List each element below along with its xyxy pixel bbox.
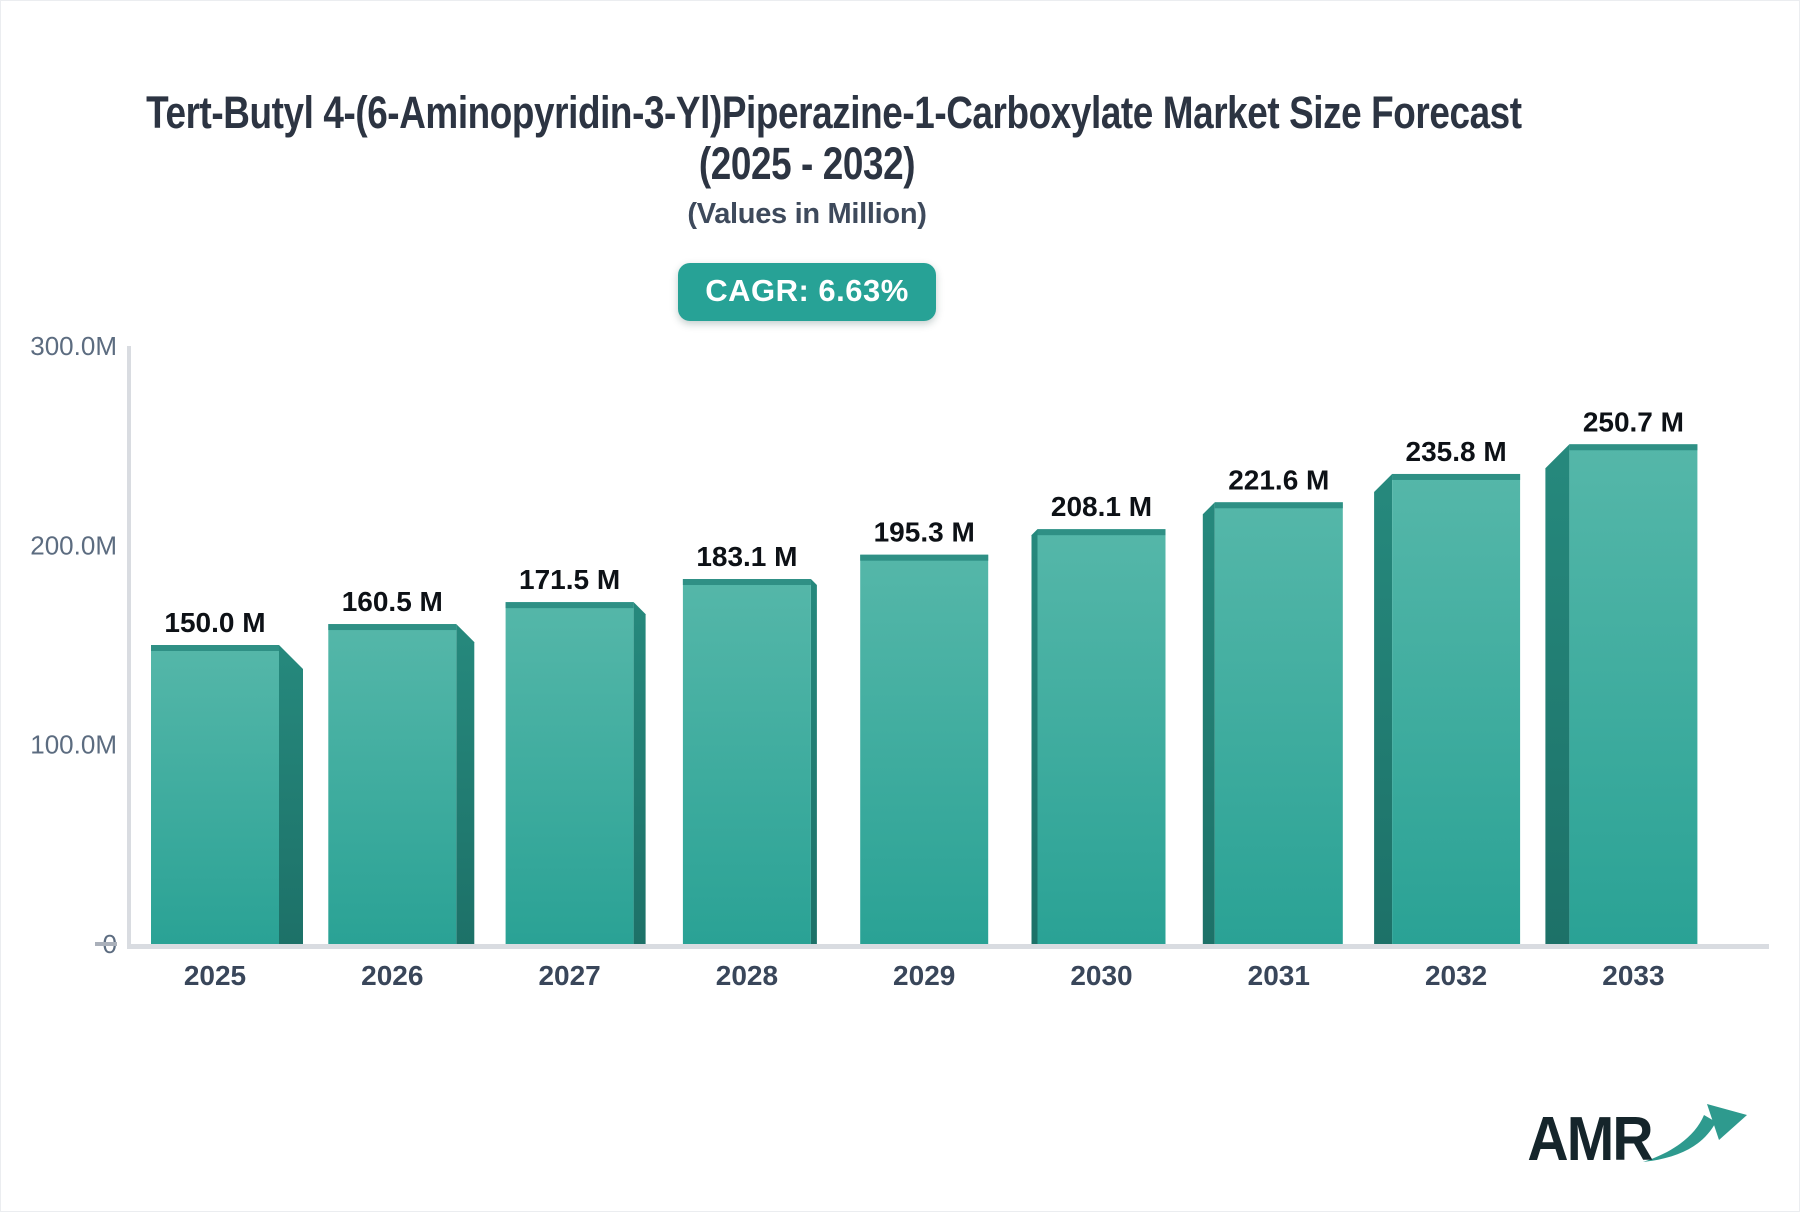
bar-side-face — [456, 624, 475, 944]
bar-value-label: 235.8 M — [1406, 436, 1507, 467]
bar-top-edge — [1214, 502, 1343, 509]
y-axis-line — [127, 346, 131, 949]
bar-top-edge — [1392, 473, 1521, 480]
bar-side-face — [1374, 473, 1393, 944]
x-axis-label: 2032 — [1425, 960, 1487, 991]
bar-front-face — [1214, 502, 1343, 944]
bar-2027: 171.5 M — [505, 564, 646, 944]
x-axis-label: 2031 — [1248, 960, 1310, 991]
bar-2025: 150.0 M — [151, 607, 303, 944]
bar-front-face — [1569, 444, 1698, 944]
x-axis-line — [127, 944, 1769, 949]
bar-2026: 160.5 M — [328, 586, 475, 944]
bar-top-edge — [682, 579, 811, 586]
bar-side-face — [810, 579, 817, 944]
bar-front-face — [682, 579, 811, 944]
bar-side-face — [1202, 502, 1215, 944]
chart-title-line2: (2025 - 2032) — [698, 138, 916, 190]
bar-side-face — [633, 602, 646, 944]
bar-2031: 221.6 M — [1202, 464, 1343, 944]
bar-front-face — [860, 554, 989, 944]
bar-side-face — [1031, 529, 1038, 944]
chart-subtitle: (Values in Million) — [687, 197, 927, 230]
zero-tick-mark — [95, 942, 117, 946]
bar-top-edge — [1569, 444, 1698, 451]
amr-logo-text: AMR — [1527, 1105, 1653, 1174]
y-axis-tick-label: 200.0M — [30, 530, 117, 560]
bar-front-face — [1392, 473, 1521, 944]
x-axis-label: 2028 — [716, 960, 778, 991]
bar-value-label: 250.7 M — [1583, 406, 1684, 437]
x-axis-label: 2026 — [361, 960, 423, 991]
x-axis-label: 2030 — [1070, 960, 1132, 991]
bar-top-edge — [860, 554, 989, 561]
bar-front-face — [328, 624, 457, 944]
y-axis-tick-label: 300.0M — [30, 331, 117, 361]
bar-2030: 208.1 M — [1031, 491, 1166, 944]
amr-logo: AMR — [1522, 1104, 1753, 1174]
bar-side-face — [279, 645, 303, 944]
bar-top-edge — [328, 624, 457, 631]
x-axis-label: 2029 — [893, 960, 955, 991]
bar-value-label: 221.6 M — [1228, 464, 1329, 495]
x-axis-label: 2027 — [538, 960, 600, 991]
x-axis-label: 2025 — [184, 960, 246, 991]
bar-value-label: 171.5 M — [519, 564, 620, 595]
chart-header: Tert-Butyl 4-(6-Aminopyridin-3-Yl)Pipera… — [1, 87, 1613, 321]
bar-front-face — [1037, 529, 1166, 944]
bar-2033: 250.7 M — [1545, 406, 1698, 944]
bar-value-label: 208.1 M — [1051, 491, 1152, 522]
bar-front-face — [505, 602, 634, 944]
bar-value-label: 150.0 M — [164, 607, 265, 638]
x-axis-label: 2033 — [1602, 960, 1664, 991]
bar-top-edge — [505, 602, 634, 609]
bar-side-face — [1545, 444, 1570, 944]
bar-top-edge — [1037, 529, 1166, 536]
bar-value-label: 160.5 M — [342, 586, 443, 617]
y-axis-tick-label: 100.0M — [30, 730, 117, 760]
bar-2029: 195.3 M — [860, 517, 989, 944]
trend-up-arrow-icon — [1643, 1104, 1747, 1162]
bar-top-edge — [151, 645, 279, 651]
bar-2032: 235.8 M — [1374, 436, 1521, 944]
bar-front-face — [151, 645, 279, 944]
bar-value-label: 195.3 M — [874, 517, 975, 548]
chart-title-line1: Tert-Butyl 4-(6-Aminopyridin-3-Yl)Pipera… — [146, 87, 1522, 138]
bar-2028: 183.1 M — [682, 541, 817, 944]
cagr-badge: CAGR: 6.63% — [678, 262, 936, 321]
bar-value-label: 183.1 M — [696, 541, 797, 572]
